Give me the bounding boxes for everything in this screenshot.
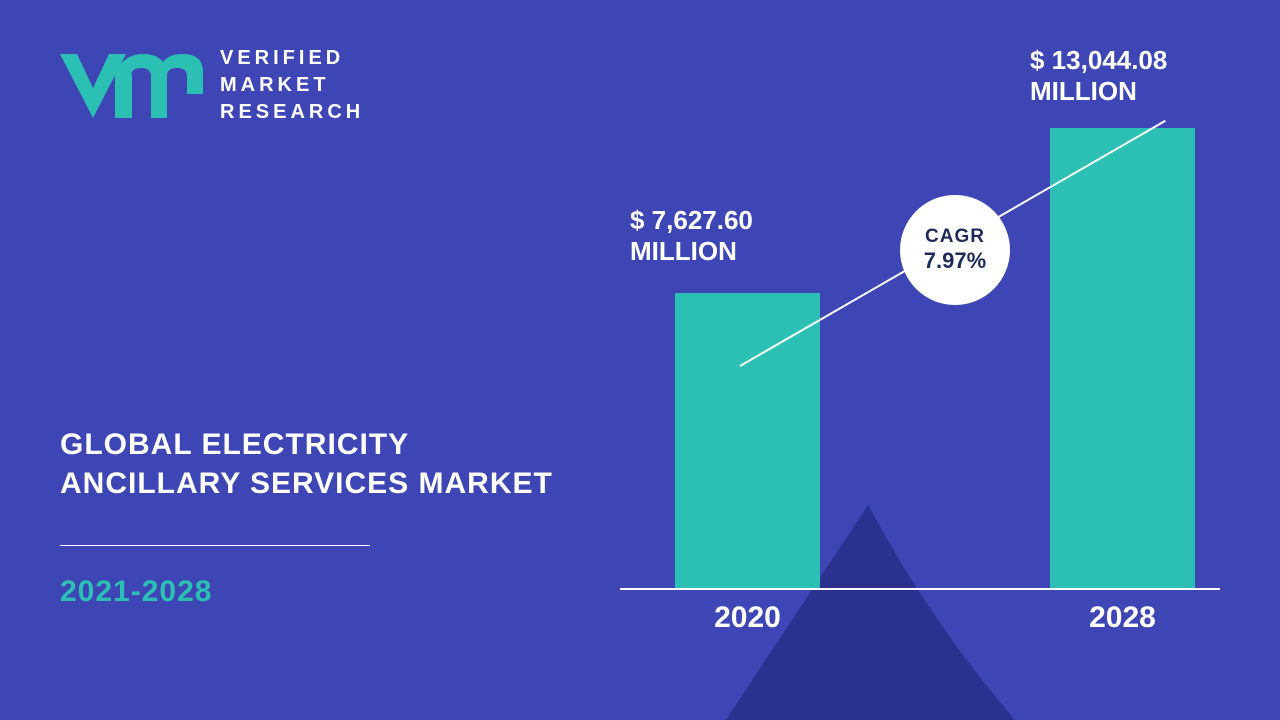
logo-text-line2: MARKET [220, 72, 364, 99]
bar-chart: $ 7,627.60 MILLION 2020 $ 13,044.08 MILLIO… [620, 0, 1240, 720]
year-label-2028: 2028 [1050, 601, 1195, 635]
logo-mark-icon [55, 46, 205, 126]
year-label-2020: 2020 [675, 601, 820, 635]
cagr-badge: CAGR 7.97% [900, 195, 1010, 305]
bar-2028 [1050, 128, 1195, 588]
brand-logo: VERIFIED MARKET RESEARCH [55, 45, 364, 126]
infographic-stage: VERIFIED MARKET RESEARCH GLOBAL ELECTRIC… [0, 0, 1280, 720]
title-block: GLOBAL ELECTRICITY ANCILLARY SERVICES MA… [60, 425, 553, 503]
title-divider [60, 545, 370, 546]
bar-2020 [675, 293, 820, 588]
title-line-2: ANCILLARY SERVICES MARKET [60, 464, 553, 503]
cagr-value: 7.97% [924, 248, 986, 274]
logo-text-line3: RESEARCH [220, 99, 364, 126]
logo-text: VERIFIED MARKET RESEARCH [220, 45, 364, 126]
x-axis [620, 588, 1220, 590]
bar-value-2028: $ 13,044.08 MILLION [1030, 45, 1167, 107]
logo-text-line1: VERIFIED [220, 45, 364, 72]
title-line-1: GLOBAL ELECTRICITY [60, 425, 553, 464]
bar-value-2020: $ 7,627.60 MILLION [630, 205, 753, 267]
date-range: 2021-2028 [60, 575, 212, 609]
cagr-label: CAGR [925, 226, 985, 248]
